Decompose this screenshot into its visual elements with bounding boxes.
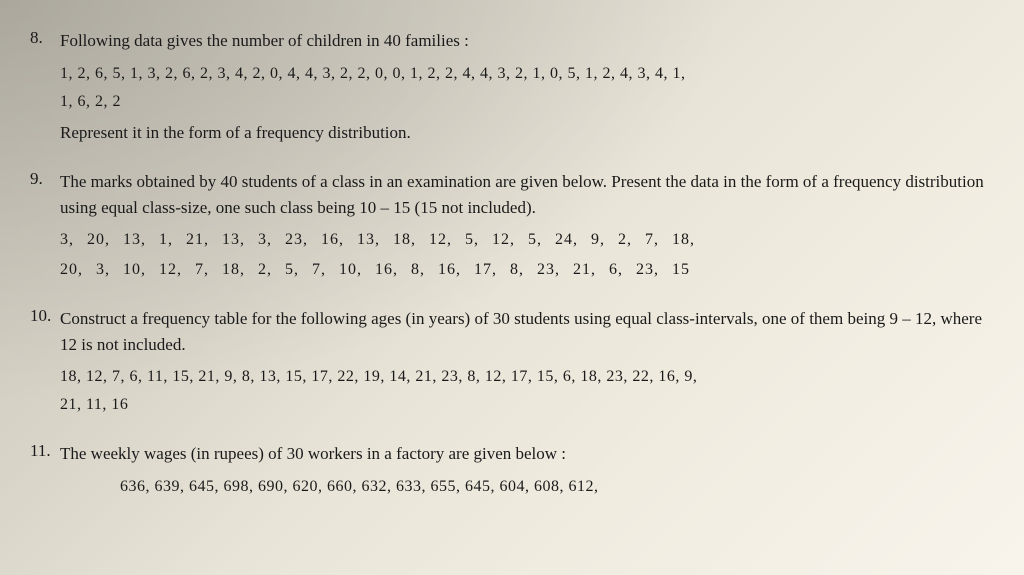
question-11: 11. The weekly wages (in rupees) of 30 w…: [36, 441, 988, 497]
data-row: 20, 3, 10, 12, 7, 18, 2, 5, 7, 10, 16, 8…: [60, 258, 988, 282]
question-body: Following data gives the number of child…: [36, 28, 988, 145]
question-instruction: Represent it in the form of a frequency …: [60, 120, 988, 146]
question-body: Construct a frequency table for the foll…: [36, 306, 988, 417]
question-intro: The marks obtained by 40 students of a c…: [60, 169, 988, 220]
question-number: 9.: [30, 169, 43, 189]
question-10: 10. Construct a frequency table for the …: [36, 306, 988, 417]
question-intro: Construct a frequency table for the foll…: [60, 306, 988, 357]
question-body: The marks obtained by 40 students of a c…: [36, 169, 988, 282]
data-line: 21, 11, 16: [60, 393, 988, 417]
question-9: 9. The marks obtained by 40 students of …: [36, 169, 988, 282]
question-8: 8. Following data gives the number of ch…: [36, 28, 988, 145]
question-intro: The weekly wages (in rupees) of 30 worke…: [60, 441, 988, 467]
question-number: 10.: [30, 306, 51, 326]
data-line: xxx xxx 636, 639, 645, 698, 690, 620, 66…: [60, 475, 988, 497]
partial-data: 636, 639, 645, 698, 690, 620, 660, 632, …: [120, 478, 599, 495]
data-line: 1, 2, 6, 5, 1, 3, 2, 6, 2, 3, 4, 2, 0, 4…: [60, 62, 988, 86]
question-body: The weekly wages (in rupees) of 30 worke…: [36, 441, 988, 497]
data-line: 1, 6, 2, 2: [60, 90, 988, 114]
question-intro: Following data gives the number of child…: [60, 28, 988, 54]
question-number: 8.: [30, 28, 43, 48]
data-row: 3, 20, 13, 1, 21, 13, 3, 23, 16, 13, 18,…: [60, 228, 988, 252]
data-line: 18, 12, 7, 6, 11, 15, 21, 9, 8, 13, 15, …: [60, 365, 988, 389]
question-number: 11.: [30, 441, 51, 461]
